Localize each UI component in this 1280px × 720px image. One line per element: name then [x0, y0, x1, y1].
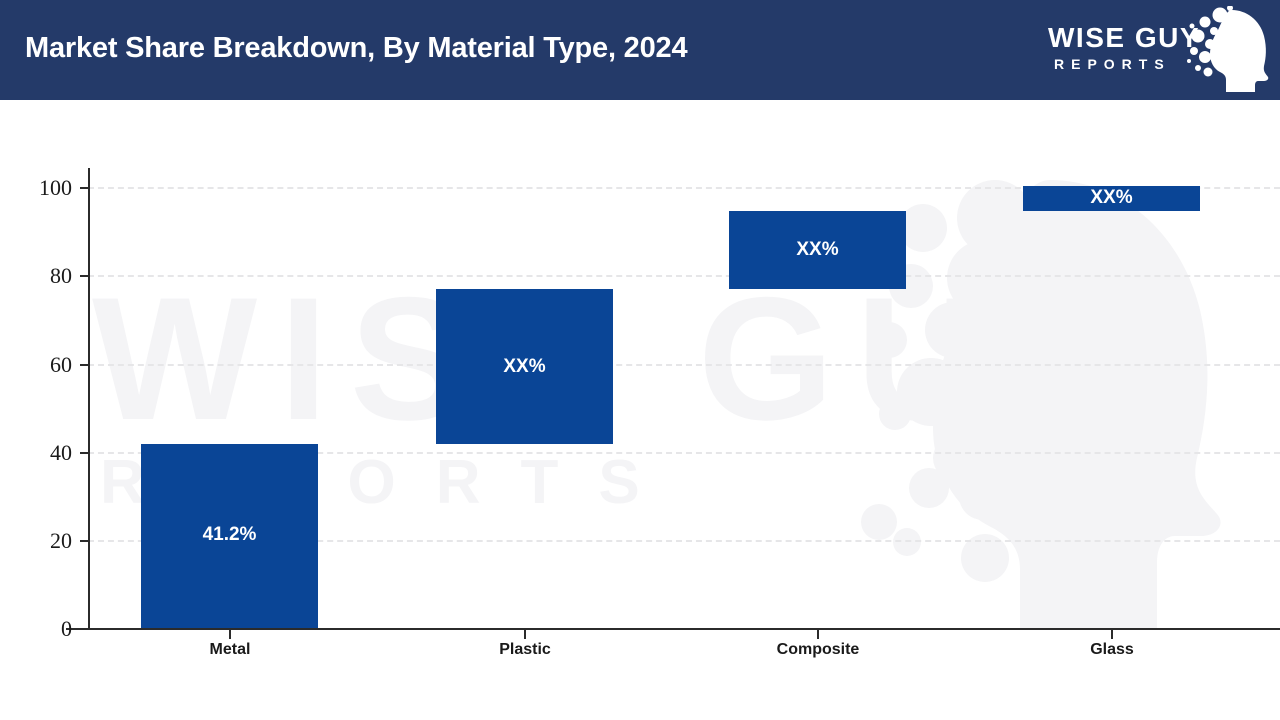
bar-metal[interactable]	[141, 444, 318, 628]
page-title: Market Share Breakdown, By Material Type…	[25, 32, 688, 64]
y-tick-label-0: 0	[61, 616, 72, 641]
x-tick-mark-glass	[1111, 630, 1113, 639]
logo-primary-text: WISE GUY	[1048, 22, 1201, 53]
wiseguy-reports-logo: WISE GUY REPORTS	[1040, 4, 1276, 96]
y-axis-line	[88, 168, 90, 630]
x-tick-mark-composite	[817, 630, 819, 639]
plot-area: 100 80 60 40 20 0 41.2% XX% XX% XX% Meta…	[0, 100, 1280, 720]
gridline-40	[88, 452, 1280, 454]
x-tick-label-glass: Glass	[1090, 641, 1134, 658]
gridline-80	[88, 275, 1280, 277]
y-tick-label-80: 80	[50, 263, 72, 288]
y-tick-mark-20	[80, 540, 90, 542]
page-header: Market Share Breakdown, By Material Type…	[0, 0, 1280, 100]
bar-composite[interactable]	[729, 211, 906, 289]
y-tick-mark-60	[80, 364, 90, 366]
bar-plastic[interactable]	[436, 289, 613, 444]
x-tick-mark-plastic	[524, 630, 526, 639]
y-tick-mark-40	[80, 452, 90, 454]
chart-canvas: WISE GUY REPORTS	[0, 100, 1280, 720]
y-tick-label-100: 100	[39, 175, 72, 200]
x-tick-label-composite: Composite	[776, 641, 860, 658]
bar-glass[interactable]	[1023, 186, 1200, 211]
gridline-100	[88, 187, 1280, 189]
bar-label-composite: XX%	[796, 239, 839, 260]
y-tick-mark-80	[80, 275, 90, 277]
bar-label-glass: XX%	[1090, 187, 1133, 208]
x-tick-label-plastic: Plastic	[499, 641, 551, 658]
x-axis-line	[66, 628, 1280, 630]
logo-secondary-text: REPORTS	[1054, 56, 1171, 72]
bar-label-metal: 41.2%	[202, 524, 257, 545]
gridline-60	[88, 364, 1280, 366]
y-tick-label-40: 40	[50, 440, 72, 465]
y-tick-mark-100	[80, 187, 90, 189]
y-tick-mark-0	[80, 628, 90, 630]
x-tick-mark-metal	[229, 630, 231, 639]
dotted-head-profile-icon	[1187, 6, 1269, 92]
gridline-20	[88, 540, 1280, 542]
y-tick-label-60: 60	[50, 352, 72, 377]
y-tick-label-20: 20	[50, 528, 72, 553]
bar-label-plastic: XX%	[503, 356, 546, 377]
x-tick-label-metal: Metal	[209, 641, 251, 658]
